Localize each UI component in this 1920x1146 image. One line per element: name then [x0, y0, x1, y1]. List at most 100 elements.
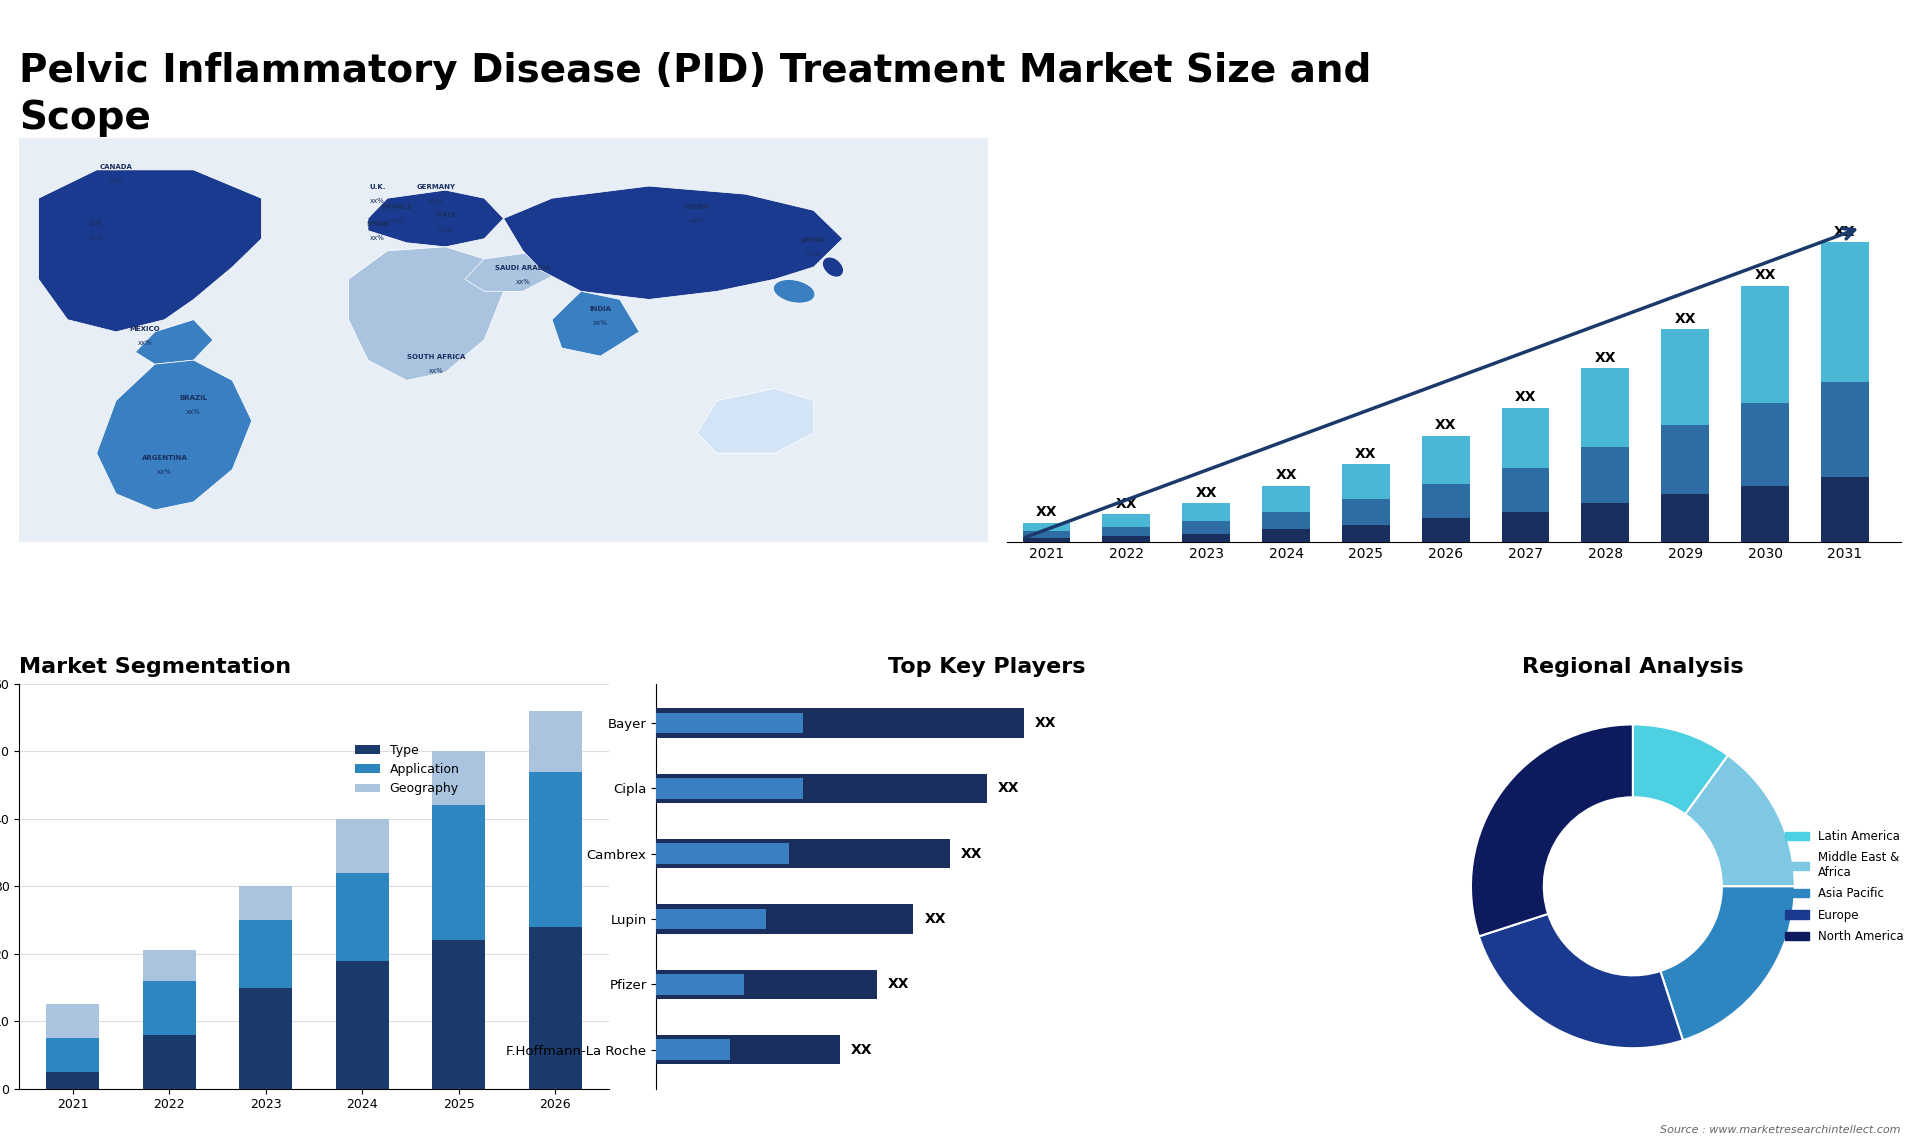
Bar	[142, 1035, 196, 1089]
Bar	[657, 904, 914, 934]
Text: xx%: xx%	[186, 409, 202, 415]
Text: XX: XX	[1674, 312, 1695, 325]
Title: Regional Analysis: Regional Analysis	[1523, 657, 1743, 677]
Legend: Latin America, Middle East &
Africa, Asia Pacific, Europe, North America: Latin America, Middle East & Africa, Asi…	[1780, 825, 1908, 948]
Bar	[432, 752, 486, 806]
Text: ITALY: ITALY	[436, 212, 455, 219]
Bar	[528, 771, 582, 927]
Legend: Type, Application, Geography: Type, Application, Geography	[349, 739, 465, 800]
Bar	[657, 778, 803, 799]
Bar	[1342, 499, 1390, 525]
Bar	[1820, 382, 1868, 477]
Ellipse shape	[822, 257, 843, 277]
Text: XX: XX	[851, 1043, 872, 1057]
Text: Source : www.marketresearchintellect.com: Source : www.marketresearchintellect.com	[1661, 1124, 1901, 1135]
Bar	[1023, 537, 1071, 542]
Text: U.K.: U.K.	[369, 185, 386, 190]
Text: xx%: xx%	[593, 320, 609, 325]
Wedge shape	[1471, 724, 1632, 936]
Bar	[657, 774, 987, 803]
Bar	[336, 819, 388, 873]
Bar	[1261, 529, 1309, 542]
Bar	[432, 806, 486, 940]
Text: XX: XX	[1196, 486, 1217, 500]
Text: XX: XX	[998, 782, 1020, 795]
Polygon shape	[96, 360, 252, 510]
Text: SAUDI ARABIA: SAUDI ARABIA	[495, 265, 551, 272]
Bar	[336, 873, 388, 960]
Text: xx%: xx%	[689, 219, 705, 225]
Bar	[240, 988, 292, 1089]
Text: XX: XX	[1035, 505, 1058, 519]
Bar	[1501, 408, 1549, 469]
Bar	[1501, 469, 1549, 512]
Bar	[528, 927, 582, 1089]
Bar	[1183, 534, 1231, 542]
Polygon shape	[1642, 24, 1814, 100]
Polygon shape	[465, 251, 563, 291]
Bar	[1741, 285, 1789, 403]
Text: xx%: xx%	[428, 368, 444, 375]
Bar	[1661, 329, 1709, 425]
Bar	[1342, 525, 1390, 542]
Text: xx%: xx%	[371, 198, 386, 204]
Text: xx%: xx%	[515, 280, 530, 285]
Polygon shape	[38, 170, 261, 332]
Bar	[1820, 477, 1868, 542]
Text: xx%: xx%	[88, 235, 104, 241]
Polygon shape	[503, 186, 843, 299]
Bar	[1023, 532, 1071, 537]
Bar	[1342, 464, 1390, 499]
Polygon shape	[349, 246, 503, 380]
Bar	[46, 1038, 100, 1072]
Bar	[528, 711, 582, 771]
Bar	[657, 843, 789, 864]
Text: xx%: xx%	[109, 178, 123, 185]
Bar	[336, 960, 388, 1089]
Bar	[432, 940, 486, 1089]
Bar	[142, 981, 196, 1035]
Text: CANADA: CANADA	[100, 164, 132, 170]
Bar	[1102, 515, 1150, 527]
Text: FRANCE: FRANCE	[382, 204, 413, 211]
Text: xx%: xx%	[157, 470, 173, 476]
Text: xx%: xx%	[806, 251, 822, 257]
Wedge shape	[1632, 724, 1728, 815]
Bar	[1741, 486, 1789, 542]
Text: xx%: xx%	[371, 235, 386, 241]
Polygon shape	[697, 388, 814, 453]
Text: MARKET
RESEARCH
INTELLECT: MARKET RESEARCH INTELLECT	[1828, 38, 1887, 73]
Bar	[1102, 527, 1150, 536]
Bar	[657, 1039, 730, 1060]
Text: XX: XX	[1116, 496, 1137, 511]
Bar	[1741, 403, 1789, 486]
Text: CHINA: CHINA	[685, 204, 710, 211]
Bar	[657, 909, 766, 929]
Bar	[1421, 435, 1469, 484]
Text: xx%: xx%	[428, 198, 444, 204]
Bar	[46, 1004, 100, 1038]
Bar	[1661, 494, 1709, 542]
Bar	[1661, 425, 1709, 494]
Bar	[1582, 503, 1630, 542]
Bar	[1501, 512, 1549, 542]
Text: XX: XX	[962, 847, 983, 861]
Text: SOUTH AFRICA: SOUTH AFRICA	[407, 354, 465, 360]
Text: XX: XX	[924, 912, 947, 926]
Bar	[1261, 486, 1309, 512]
Polygon shape	[369, 190, 503, 246]
Wedge shape	[1478, 913, 1684, 1049]
Bar	[1102, 536, 1150, 542]
Bar	[1582, 447, 1630, 503]
Text: xx%: xx%	[390, 219, 405, 225]
Bar	[1421, 484, 1469, 518]
Bar	[1183, 520, 1231, 534]
Title: Top Key Players: Top Key Players	[889, 657, 1085, 677]
Text: MEXICO: MEXICO	[131, 325, 161, 332]
Bar	[657, 1035, 839, 1065]
Text: XX: XX	[1275, 469, 1296, 482]
Bar	[657, 970, 877, 999]
Text: xx%: xx%	[138, 340, 152, 346]
Text: XX: XX	[1356, 447, 1377, 461]
Bar	[1820, 243, 1868, 382]
